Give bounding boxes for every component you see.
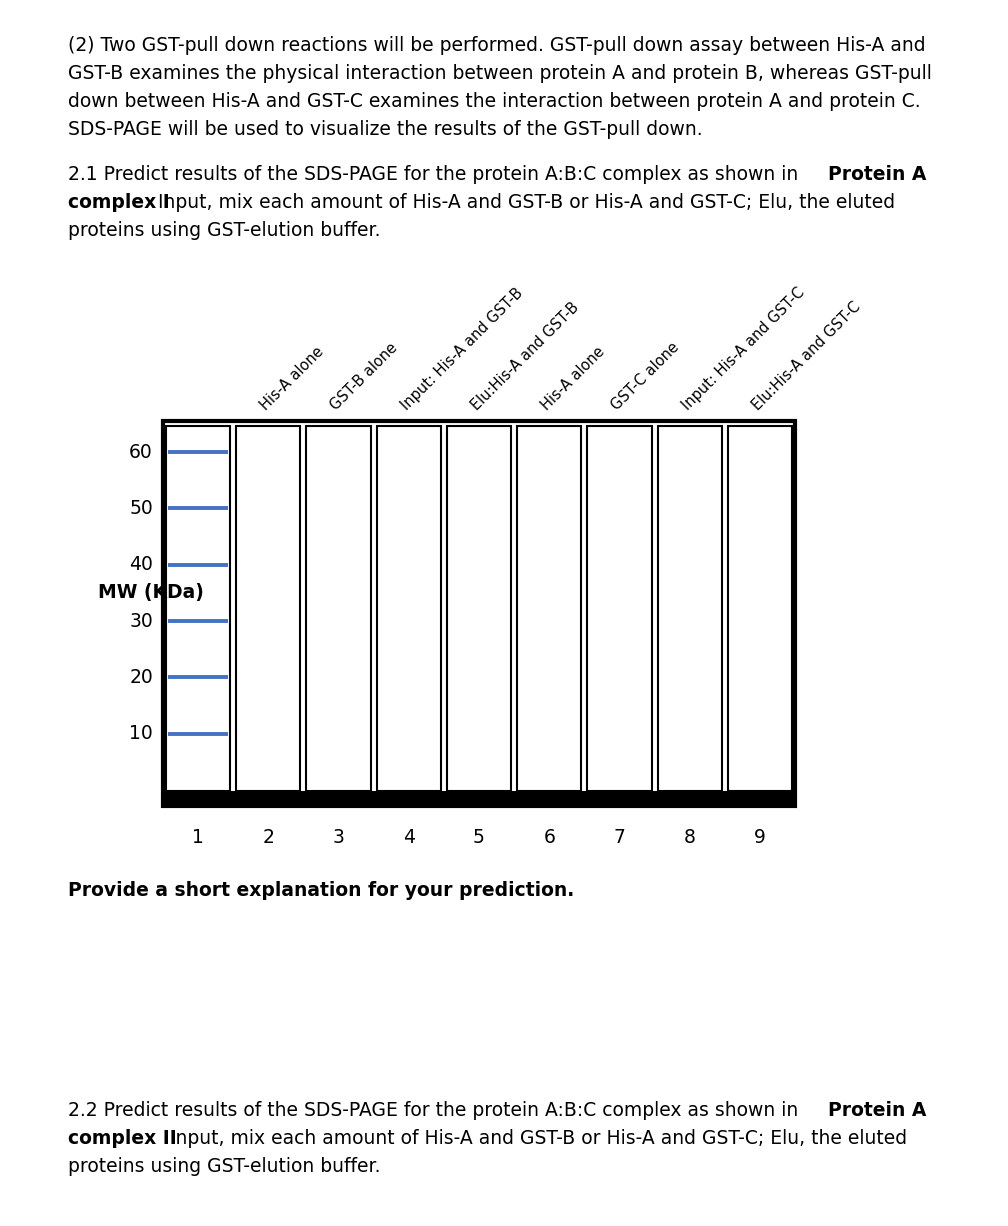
Text: Protein A: Protein A [828, 166, 926, 184]
Text: Input, mix each amount of His-A and GST-B or His-A and GST-C; Elu, the eluted: Input, mix each amount of His-A and GST-… [158, 1129, 907, 1148]
Text: His-A alone: His-A alone [258, 343, 327, 413]
Text: 50: 50 [129, 499, 153, 517]
Text: SDS-PAGE will be used to visualize the results of the GST-pull down.: SDS-PAGE will be used to visualize the r… [68, 120, 703, 139]
Text: Provide a short explanation for your prediction.: Provide a short explanation for your pre… [68, 881, 575, 900]
Text: 8: 8 [683, 828, 696, 847]
Text: Input: His-A and GST-C: Input: His-A and GST-C [679, 284, 807, 413]
Text: Input, mix each amount of His-A and GST-B or His-A and GST-C; Elu, the eluted: Input, mix each amount of His-A and GST-… [146, 192, 895, 212]
Text: 20: 20 [129, 668, 153, 687]
Text: 2.1 Predict results of the SDS-PAGE for the protein A:B:C complex as shown in: 2.1 Predict results of the SDS-PAGE for … [68, 166, 804, 184]
Bar [306, 425, 371, 791]
Bar [164, 791, 794, 805]
Bar [517, 425, 582, 791]
Bar [588, 425, 651, 791]
Text: Elu:His-A and GST-B: Elu:His-A and GST-B [469, 299, 582, 413]
Text: 1: 1 [193, 828, 204, 847]
Text: down between His-A and GST-C examines the interaction between protein A and prot: down between His-A and GST-C examines th… [68, 92, 920, 112]
Text: Elu:His-A and GST-C: Elu:His-A and GST-C [749, 299, 863, 413]
Text: MW (KDa): MW (KDa) [98, 584, 204, 602]
Text: proteins using GST-elution buffer.: proteins using GST-elution buffer. [68, 1157, 380, 1176]
Text: proteins using GST-elution buffer.: proteins using GST-elution buffer. [68, 221, 380, 240]
Bar [728, 425, 792, 791]
Text: complex I: complex I [68, 192, 169, 212]
Bar [163, 421, 795, 805]
Bar [166, 425, 230, 791]
Bar [447, 425, 511, 791]
Text: GST-B alone: GST-B alone [328, 340, 401, 413]
Text: 2: 2 [262, 828, 274, 847]
Text: Protein A: Protein A [828, 1101, 926, 1121]
Text: 40: 40 [129, 555, 153, 574]
Text: 10: 10 [129, 725, 153, 743]
Text: 3: 3 [333, 828, 345, 847]
Text: 30: 30 [129, 612, 153, 630]
Text: 7: 7 [614, 828, 625, 847]
Text: Input: His-A and GST-B: Input: His-A and GST-B [398, 286, 526, 413]
Text: GST-C alone: GST-C alone [609, 340, 682, 413]
Text: (2) Two GST-pull down reactions will be performed. GST-pull down assay between H: (2) Two GST-pull down reactions will be … [68, 36, 925, 55]
Text: complex II: complex II [68, 1129, 176, 1148]
Text: 9: 9 [754, 828, 766, 847]
Text: 6: 6 [543, 828, 555, 847]
Text: 4: 4 [403, 828, 414, 847]
Bar [657, 425, 722, 791]
Bar [377, 425, 440, 791]
Text: 60: 60 [129, 443, 153, 462]
Text: 2.2 Predict results of the SDS-PAGE for the protein A:B:C complex as shown in: 2.2 Predict results of the SDS-PAGE for … [68, 1101, 804, 1121]
Bar [236, 425, 300, 791]
Text: 5: 5 [473, 828, 485, 847]
Text: GST-B examines the physical interaction between protein A and protein B, whereas: GST-B examines the physical interaction … [68, 64, 931, 83]
Text: His-A alone: His-A alone [538, 343, 608, 413]
